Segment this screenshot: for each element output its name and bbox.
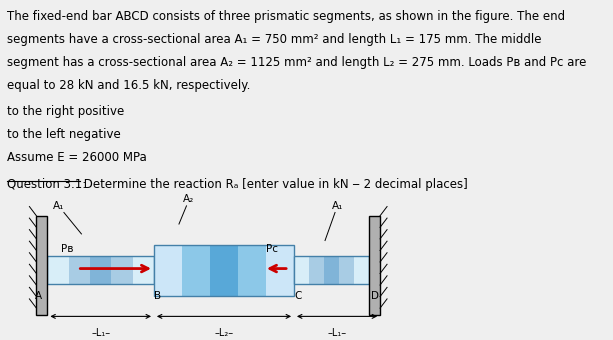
Text: D: D — [370, 291, 379, 301]
Text: Determine the reaction Rₐ [enter value in kN ‒ 2 decimal places]: Determine the reaction Rₐ [enter value i… — [80, 178, 468, 191]
FancyBboxPatch shape — [369, 216, 380, 315]
Text: The fixed-end bar ABCD consists of three prismatic segments, as shown in the fig: The fixed-end bar ABCD consists of three… — [7, 10, 566, 23]
Text: Assume E = 26000 MPa: Assume E = 26000 MPa — [7, 151, 147, 165]
FancyBboxPatch shape — [210, 245, 238, 296]
FancyBboxPatch shape — [36, 216, 47, 315]
Text: A₂: A₂ — [183, 194, 194, 204]
Text: C: C — [294, 291, 302, 301]
Text: A₁: A₁ — [332, 201, 343, 211]
FancyBboxPatch shape — [238, 245, 266, 296]
Text: segments have a cross-sectional area A₁ = 750 mm² and length L₁ = 175 mm. The mi: segments have a cross-sectional area A₁ … — [7, 33, 542, 46]
FancyBboxPatch shape — [90, 256, 112, 284]
FancyBboxPatch shape — [47, 256, 69, 284]
Text: –L₁–: –L₁– — [91, 328, 110, 338]
FancyBboxPatch shape — [339, 256, 354, 284]
Text: segment has a cross-sectional area A₂ = 1125 mm² and length L₂ = 275 mm. Loads P: segment has a cross-sectional area A₂ = … — [7, 56, 587, 69]
FancyBboxPatch shape — [324, 256, 339, 284]
Text: B: B — [154, 291, 161, 301]
Text: Question 3.1:: Question 3.1: — [7, 178, 86, 191]
FancyBboxPatch shape — [266, 245, 294, 296]
FancyBboxPatch shape — [354, 256, 369, 284]
FancyBboxPatch shape — [309, 256, 324, 284]
FancyBboxPatch shape — [132, 256, 154, 284]
FancyBboxPatch shape — [69, 256, 90, 284]
FancyBboxPatch shape — [294, 256, 309, 284]
FancyBboxPatch shape — [182, 245, 210, 296]
Text: –L₁–: –L₁– — [327, 328, 346, 338]
Text: Pʙ: Pʙ — [61, 244, 74, 254]
Text: A: A — [36, 291, 42, 301]
Text: to the left negative: to the left negative — [7, 129, 121, 141]
Text: Pᴄ: Pᴄ — [265, 244, 278, 254]
Text: A₁: A₁ — [53, 201, 64, 211]
Text: equal to 28 kN and 16.5 kN, respectively.: equal to 28 kN and 16.5 kN, respectively… — [7, 79, 251, 92]
FancyBboxPatch shape — [154, 245, 182, 296]
Text: –L₂–: –L₂– — [215, 328, 234, 338]
Text: to the right positive: to the right positive — [7, 105, 124, 118]
FancyBboxPatch shape — [112, 256, 132, 284]
